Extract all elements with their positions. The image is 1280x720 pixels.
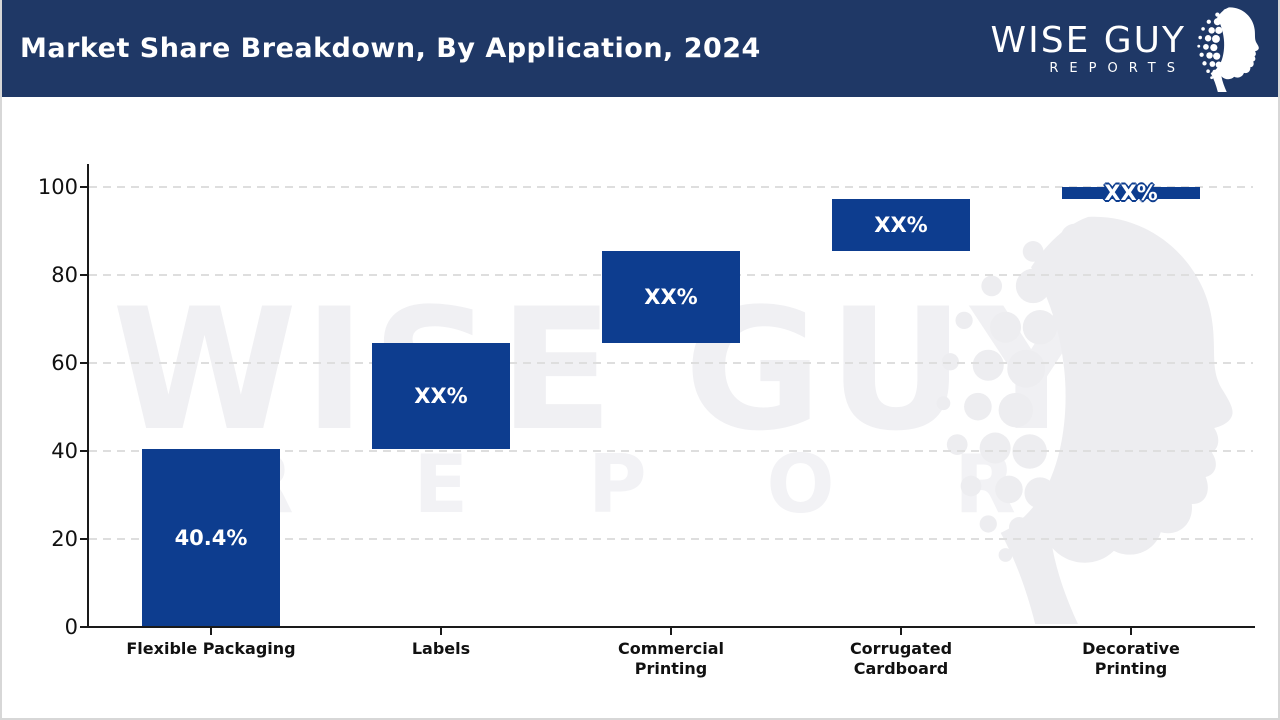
x-tick-5 — [1130, 628, 1132, 635]
x-tick-2 — [440, 628, 442, 635]
y-tick-80 — [80, 274, 88, 276]
logo-text: WISE GUY REPORTS — [990, 20, 1187, 77]
x-category-line: Printing — [1094, 659, 1168, 678]
gridline-60 — [89, 362, 1253, 364]
y-tick-label-80: 80 — [51, 263, 78, 287]
y-tick-label-100: 100 — [37, 175, 78, 199]
y-tick-40 — [80, 450, 88, 452]
gridline-20 — [89, 538, 1253, 540]
gridline-40 — [89, 450, 1253, 452]
x-category-line: Printing — [634, 659, 708, 678]
x-category-label: Flexible Packaging — [101, 639, 321, 659]
wise-guy-logo: WISE GUY REPORTS — [991, 6, 1265, 92]
x-category-line: Commercial — [617, 639, 725, 658]
bar-value-label: XX% — [414, 384, 468, 409]
bar-value-label: 40.4% — [174, 526, 248, 551]
bar-corrugated-cardboard — [832, 198, 970, 251]
x-category-line: Corrugated — [849, 639, 953, 658]
y-axis-spine — [87, 164, 89, 628]
x-axis-spine — [87, 626, 1255, 628]
x-category-label: Corrugated Cardboard — [791, 639, 1011, 679]
x-tick-1 — [210, 628, 212, 635]
x-category-label: Commercial Printing — [561, 639, 781, 679]
bar-value-label: XX% — [874, 212, 928, 237]
y-tick-label-20: 20 — [51, 527, 78, 551]
x-category-line: Labels — [411, 639, 471, 658]
x-tick-4 — [900, 628, 902, 635]
y-tick-label-0: 0 — [64, 615, 78, 639]
x-category-line: Cardboard — [853, 659, 949, 678]
y-tick-20 — [80, 538, 88, 540]
bar-commercial-printing — [602, 250, 740, 344]
x-tick-3 — [670, 628, 672, 635]
y-tick-60 — [80, 362, 88, 364]
logo-name: WISE GUY — [990, 20, 1186, 61]
x-category-line: Decorative — [1082, 639, 1180, 658]
bar-value-label: XX% — [1104, 180, 1158, 205]
header-band: Market Share Breakdown, By Application, … — [0, 0, 1280, 97]
face-profile-icon — [1197, 7, 1259, 92]
bar-decorative-printing — [1062, 187, 1200, 199]
y-tick-label-60: 60 — [51, 351, 78, 375]
y-tick-label-40: 40 — [51, 439, 78, 463]
y-tick-100 — [80, 186, 88, 188]
page-title: Market Share Breakdown, By Application, … — [20, 33, 761, 64]
bar-flexible-packaging — [142, 449, 280, 627]
bar-value-label: XX% — [644, 285, 698, 309]
x-category-label: Labels — [331, 639, 551, 659]
x-category-line: Flexible Packaging — [126, 639, 296, 658]
y-tick-0 — [80, 626, 88, 628]
x-category-label: Decorative Printing — [1021, 639, 1241, 679]
bar-labels — [372, 343, 510, 450]
gridline-100 — [89, 186, 1253, 188]
logo-subtitle: REPORTS — [1049, 61, 1186, 76]
